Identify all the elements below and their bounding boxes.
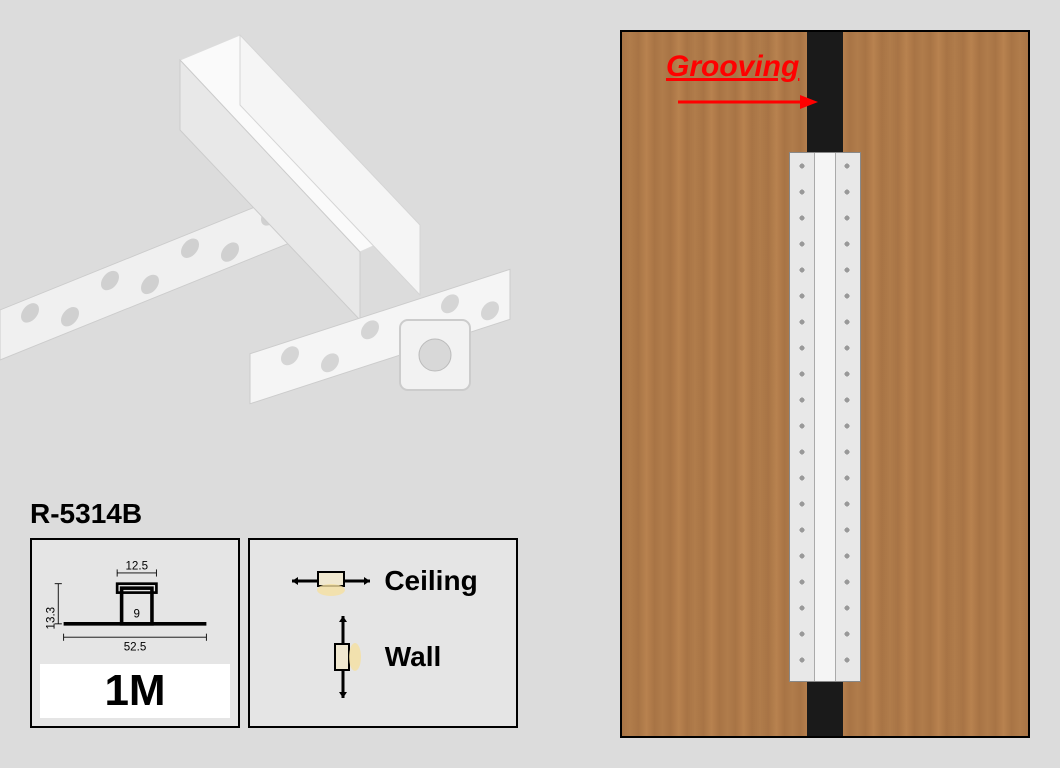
usage-box: Ceiling Wall bbox=[248, 538, 518, 728]
grooving-label: Grooving bbox=[666, 50, 799, 84]
dim-width: 52.5 bbox=[124, 641, 147, 654]
cross-section-svg: 12.5 9 13.3 52.5 bbox=[38, 548, 232, 664]
profile-channel bbox=[814, 153, 836, 681]
dim-channel-outer: 12.5 bbox=[125, 559, 148, 572]
dim-height: 13.3 bbox=[45, 607, 58, 630]
install-panel: Grooving bbox=[620, 30, 1030, 738]
ceiling-label: Ceiling bbox=[384, 565, 477, 597]
spec-panel: R-5314B 12.5 9 13.3 bbox=[30, 498, 530, 728]
profile-3d-svg bbox=[0, 30, 600, 430]
length-label: 1M bbox=[40, 664, 230, 718]
cross-section-box: 12.5 9 13.3 52.5 1M bbox=[30, 538, 240, 728]
wall-label: Wall bbox=[385, 641, 442, 673]
grooving-arrow-icon bbox=[678, 90, 818, 114]
end-cap bbox=[400, 320, 470, 390]
product-3d-render bbox=[0, 30, 600, 430]
dim-channel-inner: 9 bbox=[134, 608, 140, 621]
flange-holes-left bbox=[790, 153, 815, 681]
installed-profile bbox=[789, 152, 861, 682]
wall-icon bbox=[325, 612, 375, 702]
model-number: R-5314B bbox=[30, 498, 530, 530]
ceiling-icon bbox=[288, 564, 374, 598]
flange-holes-right bbox=[835, 153, 860, 681]
